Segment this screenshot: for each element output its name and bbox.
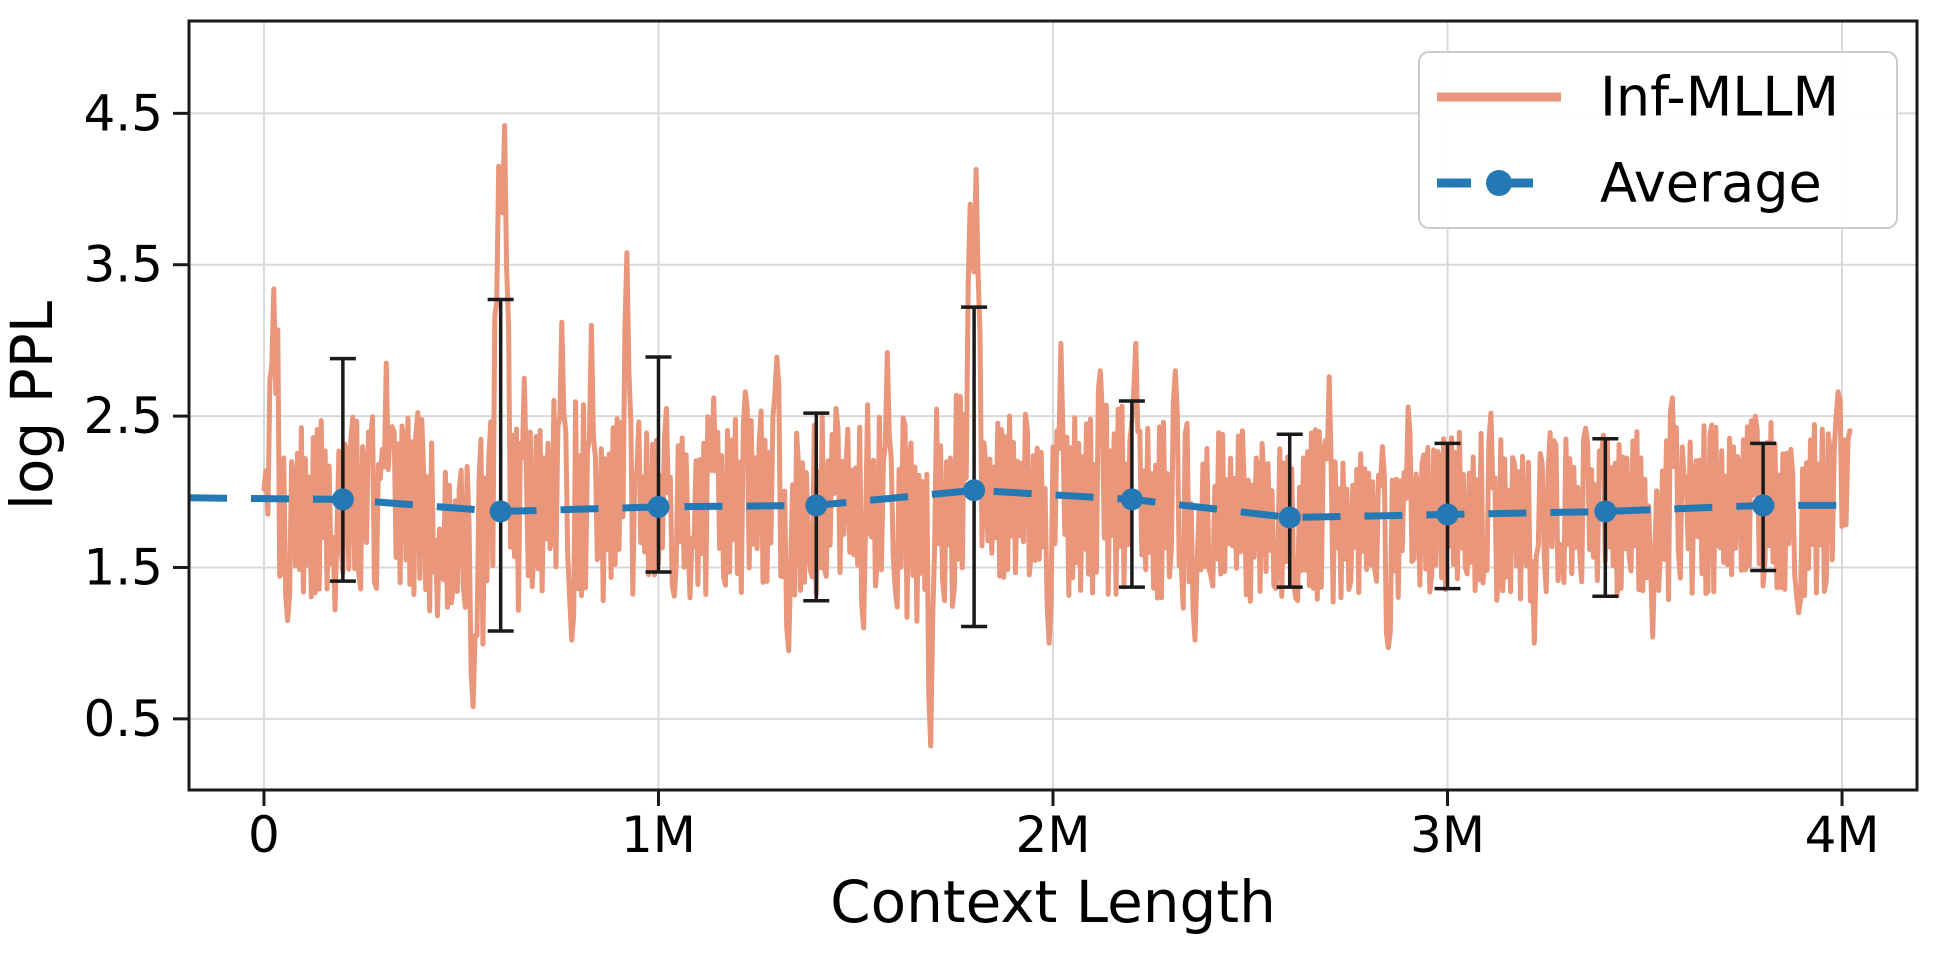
- legend: Inf-MLLM Average: [1418, 51, 1898, 229]
- average-marker: [1752, 494, 1775, 517]
- error-bar: [961, 305, 988, 629]
- y-tick-label: 0.5: [83, 690, 163, 748]
- average-marker: [963, 479, 986, 502]
- average-marker: [331, 488, 354, 511]
- y-tick-label: 4.5: [83, 84, 163, 142]
- average-marker: [1436, 503, 1459, 526]
- y-tick-label: 1.5: [83, 538, 163, 596]
- x-tick-label: 1M: [621, 806, 696, 864]
- inf-mllm-line: [261, 123, 1853, 749]
- average-marker: [805, 494, 828, 517]
- x-axis-label: Context Length: [830, 868, 1276, 936]
- legend-swatch-average-marker: [1486, 170, 1512, 196]
- average-marker: [489, 500, 512, 523]
- error-bars: [329, 297, 1777, 633]
- legend-label-average: Average: [1600, 152, 1822, 215]
- error-bar: [645, 355, 672, 574]
- legend-label-inf-mllm: Inf-MLLM: [1600, 66, 1839, 129]
- tick-marks: [173, 111, 1844, 806]
- y-tick-label: 3.5: [83, 236, 163, 294]
- tick-labels: 0 1M 2M 3M 4M 0.5 1.5 2.5 3.5 4.5: [83, 84, 1879, 864]
- error-bar: [487, 297, 514, 633]
- x-tick-label: 3M: [1410, 806, 1485, 864]
- x-tick-label: 0: [248, 806, 280, 864]
- average-marker: [1594, 500, 1617, 523]
- average-marker: [1278, 506, 1301, 529]
- average-marker: [1120, 488, 1143, 511]
- average-marker: [647, 495, 670, 518]
- error-bar: [329, 356, 356, 583]
- average-line: [188, 486, 1850, 522]
- x-tick-label: 4M: [1805, 806, 1880, 864]
- average-markers: [331, 479, 1775, 529]
- y-tick-label: 2.5: [83, 387, 163, 445]
- y-axis-label: log PPL: [0, 301, 66, 510]
- x-tick-label: 2M: [1016, 806, 1091, 864]
